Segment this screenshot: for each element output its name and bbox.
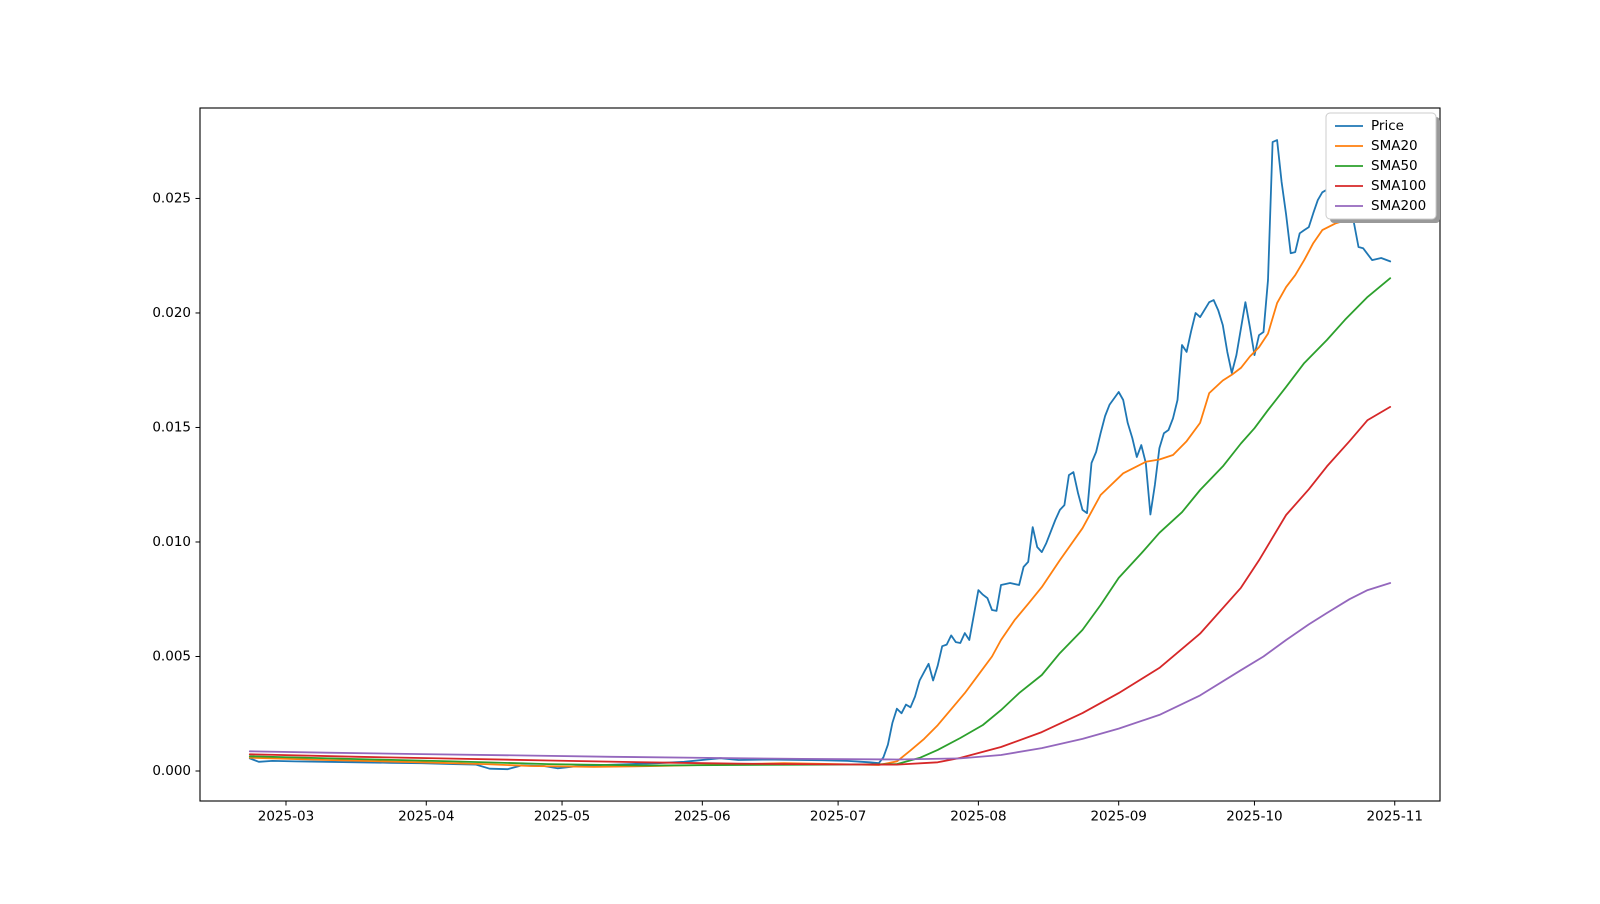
- y-tick-label: 0.000: [152, 763, 191, 779]
- x-tick-label: 2025-09: [1090, 809, 1146, 825]
- legend-entry-sma50: SMA50: [1335, 158, 1418, 174]
- legend-label: Price: [1371, 118, 1404, 134]
- x-tick-label: 2025-05: [534, 809, 590, 825]
- series-line-sma100: [248, 406, 1392, 766]
- legend-entry-sma20: SMA20: [1335, 138, 1418, 154]
- x-tick-label: 2025-08: [950, 809, 1006, 825]
- legend-label: SMA100: [1371, 178, 1426, 194]
- legend-label: SMA50: [1371, 158, 1418, 174]
- legend-entry-price: Price: [1335, 118, 1404, 134]
- series-line-sma200: [248, 582, 1392, 761]
- legend-box: [1325, 112, 1437, 220]
- x-tick-label: 2025-03: [258, 809, 314, 825]
- x-tick-label: 2025-11: [1367, 809, 1423, 825]
- x-tick-label: 2025-07: [810, 809, 866, 825]
- y-tick-label: 0.025: [152, 190, 191, 206]
- x-tick-label: 2025-06: [674, 809, 730, 825]
- x-tick-label: 2025-10: [1226, 809, 1282, 825]
- legend-label: SMA200: [1371, 198, 1426, 214]
- legend-entry-sma200: SMA200: [1335, 198, 1426, 214]
- y-tick-label: 0.010: [152, 534, 191, 550]
- series-line-sma50: [248, 277, 1392, 767]
- legend: Price SMA20 SMA50 SMA100 SMA200: [1325, 112, 1440, 223]
- y-tick-label: 0.015: [152, 419, 191, 435]
- y-tick-label: 0.020: [152, 305, 191, 321]
- axes-spines: [199, 107, 1441, 802]
- legend-entry-sma100: SMA100: [1335, 178, 1426, 194]
- x-tick-label: 2025-04: [398, 809, 454, 825]
- legend-label: SMA20: [1371, 138, 1418, 154]
- y-tick-label: 0.005: [152, 648, 191, 664]
